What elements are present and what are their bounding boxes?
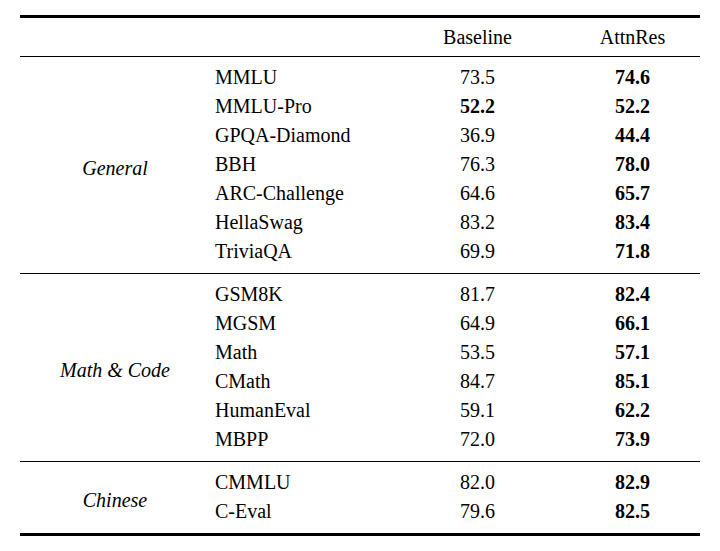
benchmark-name: CMMLU bbox=[210, 462, 390, 498]
attnres-value: 82.4 bbox=[565, 274, 700, 310]
baseline-value: 53.5 bbox=[390, 338, 565, 367]
baseline-value: 52.2 bbox=[390, 92, 565, 121]
baseline-value: 84.7 bbox=[390, 367, 565, 396]
benchmark-name: MBPP bbox=[210, 425, 390, 462]
paper-table-region: Baseline AttnRes General MMLU 73.5 74.6 … bbox=[20, 15, 700, 536]
attnres-value: 78.0 bbox=[565, 150, 700, 179]
baseline-value: 64.9 bbox=[390, 309, 565, 338]
header-row: Baseline AttnRes bbox=[20, 17, 700, 57]
group-math-code: Math & Code GSM8K 81.7 82.4 MGSM 64.9 66… bbox=[20, 274, 700, 462]
group-label-chinese: Chinese bbox=[20, 462, 210, 535]
benchmark-name: GSM8K bbox=[210, 274, 390, 310]
attnres-value: 74.6 bbox=[565, 57, 700, 93]
baseline-value: 76.3 bbox=[390, 150, 565, 179]
attnres-value: 65.7 bbox=[565, 179, 700, 208]
table-header: Baseline AttnRes bbox=[20, 17, 700, 57]
group-label-math-code: Math & Code bbox=[20, 274, 210, 462]
benchmark-name: MGSM bbox=[210, 309, 390, 338]
baseline-value: 83.2 bbox=[390, 208, 565, 237]
attnres-value: 71.8 bbox=[565, 237, 700, 274]
baseline-value: 64.6 bbox=[390, 179, 565, 208]
column-header-attnres: AttnRes bbox=[565, 17, 700, 57]
table-row: Chinese CMMLU 82.0 82.9 bbox=[20, 462, 700, 498]
table-row: Math & Code GSM8K 81.7 82.4 bbox=[20, 274, 700, 310]
group-label-general: General bbox=[20, 57, 210, 274]
baseline-value: 81.7 bbox=[390, 274, 565, 310]
baseline-value: 73.5 bbox=[390, 57, 565, 93]
benchmark-name: HumanEval bbox=[210, 396, 390, 425]
attnres-value: 62.2 bbox=[565, 396, 700, 425]
benchmark-name: Math bbox=[210, 338, 390, 367]
benchmark-name: TriviaQA bbox=[210, 237, 390, 274]
group-chinese: Chinese CMMLU 82.0 82.9 C-Eval 79.6 82.5 bbox=[20, 462, 700, 535]
column-header-baseline: Baseline bbox=[390, 17, 565, 57]
baseline-value: 72.0 bbox=[390, 425, 565, 462]
baseline-value: 82.0 bbox=[390, 462, 565, 498]
benchmark-name: CMath bbox=[210, 367, 390, 396]
benchmark-name: MMLU-Pro bbox=[210, 92, 390, 121]
header-benchmark-spacer bbox=[210, 17, 390, 57]
group-general: General MMLU 73.5 74.6 MMLU-Pro 52.2 52.… bbox=[20, 57, 700, 274]
benchmark-name: GPQA-Diamond bbox=[210, 121, 390, 150]
benchmark-name: BBH bbox=[210, 150, 390, 179]
attnres-value: 83.4 bbox=[565, 208, 700, 237]
attnres-value: 85.1 bbox=[565, 367, 700, 396]
benchmark-name: MMLU bbox=[210, 57, 390, 93]
attnres-value: 52.2 bbox=[565, 92, 700, 121]
benchmark-results-table: Baseline AttnRes General MMLU 73.5 74.6 … bbox=[20, 15, 700, 536]
table-row: General MMLU 73.5 74.6 bbox=[20, 57, 700, 93]
benchmark-name: HellaSwag bbox=[210, 208, 390, 237]
baseline-value: 36.9 bbox=[390, 121, 565, 150]
attnres-value: 66.1 bbox=[565, 309, 700, 338]
benchmark-name: ARC-Challenge bbox=[210, 179, 390, 208]
attnres-value: 57.1 bbox=[565, 338, 700, 367]
header-group-spacer bbox=[20, 17, 210, 57]
baseline-value: 69.9 bbox=[390, 237, 565, 274]
benchmark-name: C-Eval bbox=[210, 497, 390, 535]
attnres-value: 82.5 bbox=[565, 497, 700, 535]
attnres-value: 73.9 bbox=[565, 425, 700, 462]
baseline-value: 79.6 bbox=[390, 497, 565, 535]
attnres-value: 44.4 bbox=[565, 121, 700, 150]
baseline-value: 59.1 bbox=[390, 396, 565, 425]
attnres-value: 82.9 bbox=[565, 462, 700, 498]
